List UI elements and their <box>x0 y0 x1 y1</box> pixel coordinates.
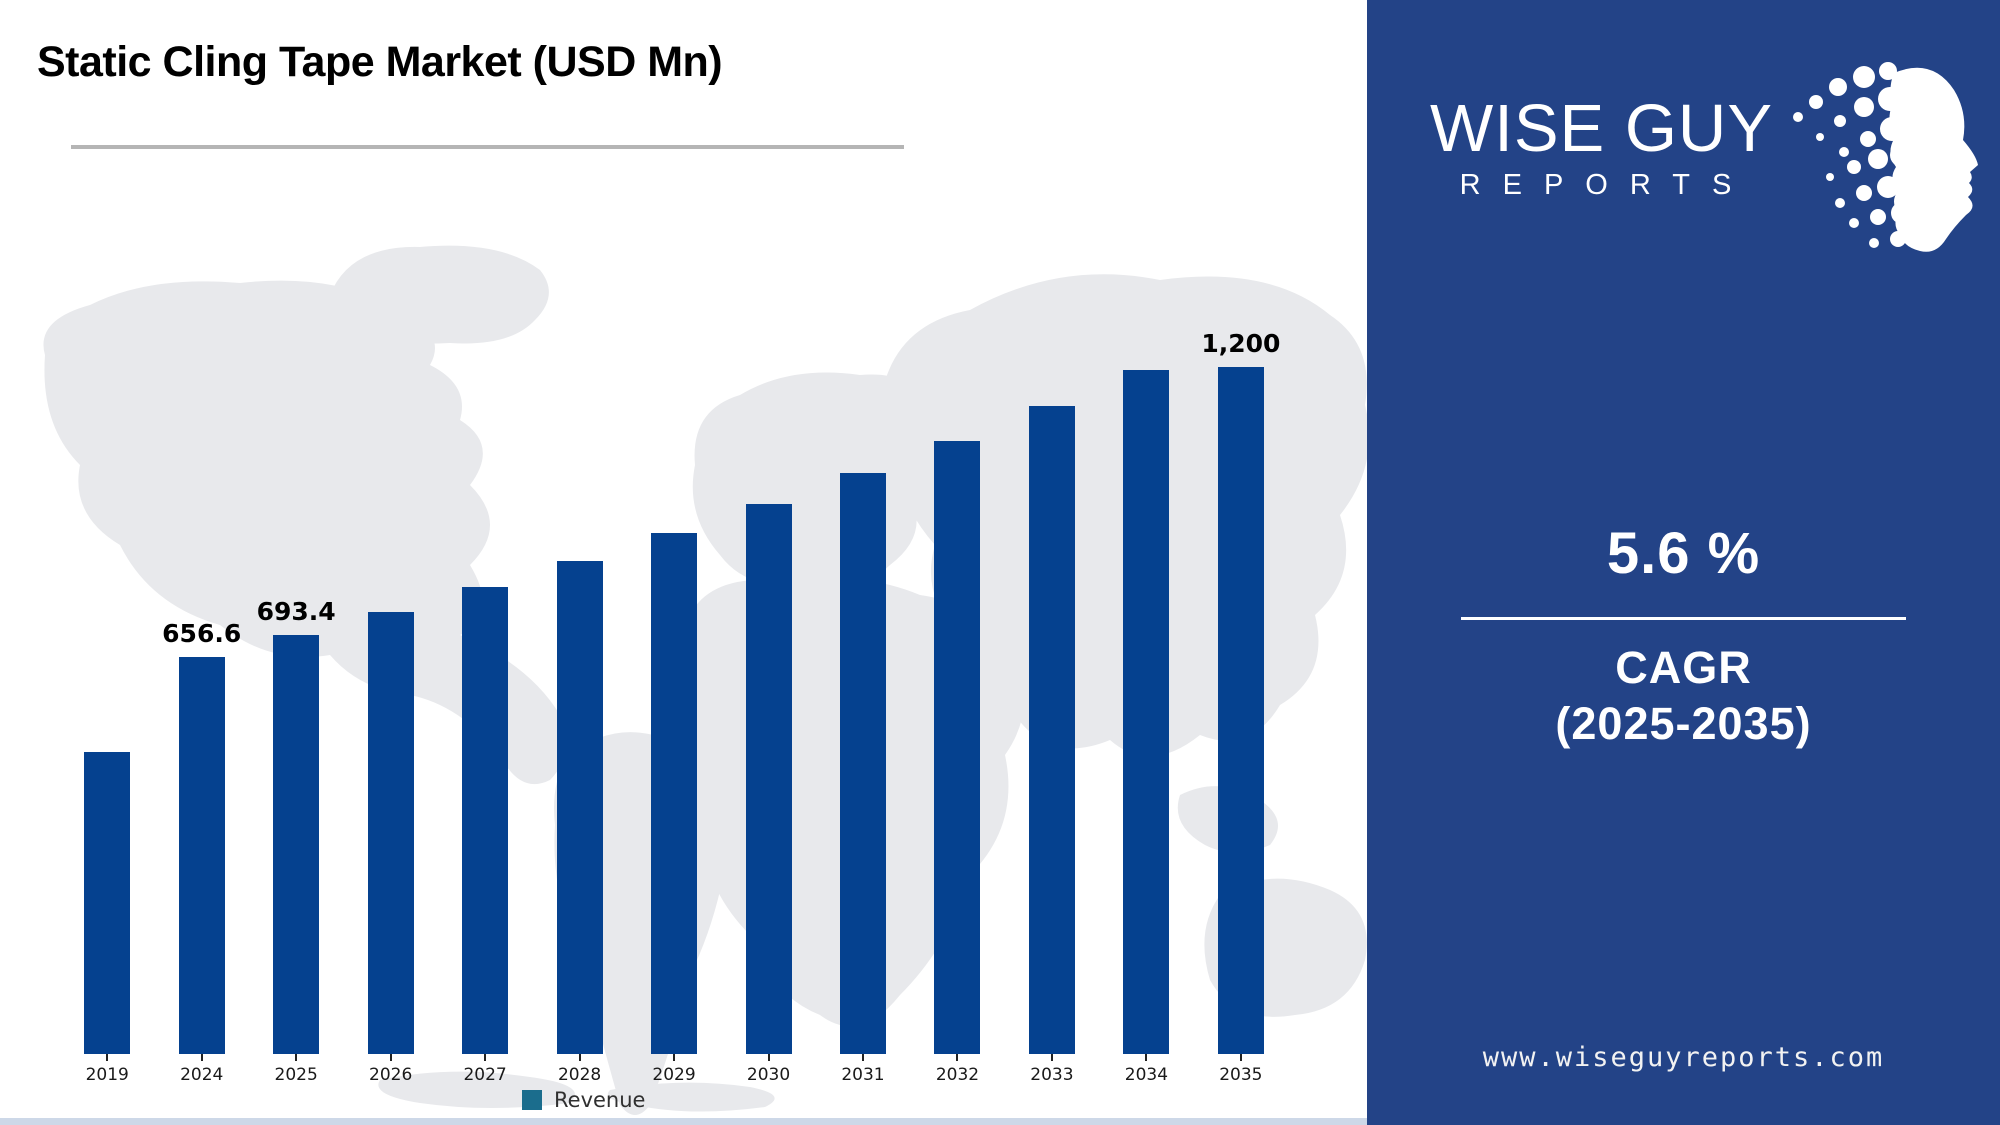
bar-2032 <box>934 441 981 1054</box>
legend-swatch <box>522 1090 542 1110</box>
x-axis-label: 2033 <box>1030 1065 1074 1085</box>
bar-column-2033 <box>1005 329 1099 1054</box>
x-axis: 2019 2024 2025 2026 2027 2028 2029 2030 2031 2032… <box>60 1054 1288 1100</box>
x-axis-label: 2027 <box>463 1065 507 1085</box>
x-axis-label: 2028 <box>557 1065 602 1085</box>
x-axis-tick <box>578 1054 581 1061</box>
x-axis-tick <box>389 1054 392 1061</box>
x-axis-label: 2035 <box>1219 1065 1263 1085</box>
x-axis-label: 2029 <box>652 1065 696 1085</box>
bar-column-2034 <box>1099 329 1193 1054</box>
bar-column-2031 <box>816 329 910 1054</box>
bar-column-2035: 1,200 <box>1194 329 1288 1054</box>
x-axis-label: 2032 <box>935 1065 980 1085</box>
x-axis-tick <box>484 1054 487 1061</box>
logo-wordmark: WISE GUY <box>1429 91 1774 166</box>
bar-2030 <box>745 504 792 1054</box>
x-axis-tick <box>673 1054 676 1061</box>
website-url: www.wiseguyreports.com <box>1482 1042 1885 1073</box>
cagr-value: 5.6 % <box>1606 521 1761 586</box>
x-axis-slot-2028: 2028 <box>532 1054 626 1100</box>
bar-2033 <box>1028 406 1075 1054</box>
x-axis-tick <box>1050 1054 1053 1061</box>
x-axis-tick <box>1239 1054 1242 1061</box>
bar-2028 <box>556 561 603 1054</box>
x-axis-tick <box>767 1054 770 1061</box>
chart-area: Static Cling Tape Market (USD Mn) <box>0 38 1367 1125</box>
cagr-divider <box>1461 617 1906 620</box>
x-axis-tick <box>200 1054 203 1061</box>
x-axis-tick <box>861 1054 864 1061</box>
x-axis-slot-2034: 2034 <box>1099 1054 1193 1100</box>
bar-column-2025: 693.4 <box>249 329 343 1054</box>
title-divider <box>71 145 904 149</box>
wise-guy-reports-logo: WISE GUY REPORTS <box>1367 50 2000 270</box>
brand-panel: WISE GUY REPORTS <box>1367 0 2000 1125</box>
x-axis-slot-2032: 2032 <box>910 1054 1004 1100</box>
x-axis-slot-2027: 2027 <box>438 1054 532 1100</box>
cagr-block: 5.6 % CAGR (2025-2035) <box>1367 520 2000 750</box>
x-axis-slot-2031: 2031 <box>816 1054 910 1100</box>
bar-2027 <box>462 587 509 1054</box>
x-axis-label: 2034 <box>1124 1065 1169 1085</box>
cagr-period: (2025-2035) <box>1555 698 1812 749</box>
x-axis-slot-2026: 2026 <box>343 1054 437 1100</box>
x-axis-label: 2024 <box>180 1065 224 1085</box>
x-axis-tick <box>956 1054 959 1061</box>
bar-column-2024: 656.6 <box>154 329 248 1054</box>
x-axis-slot-2035: 2035 <box>1194 1054 1288 1100</box>
bar-column-2029 <box>627 329 721 1054</box>
bar-2024 <box>178 657 225 1054</box>
bar-2026 <box>367 612 414 1054</box>
bar-column-2026 <box>343 329 437 1054</box>
bar-column-2032 <box>910 329 1004 1054</box>
bar-column-2019 <box>60 329 154 1054</box>
dotted-head-icon <box>1793 62 1978 252</box>
x-axis-tick <box>295 1054 298 1061</box>
bar-series: 656.6 693.4 1,200 <box>60 329 1288 1054</box>
x-axis-slot-2024: 2024 <box>154 1054 248 1100</box>
x-axis-label: 2025 <box>274 1065 318 1085</box>
bar-value-label: 656.6 <box>162 619 242 648</box>
bar-2035 <box>1217 367 1264 1054</box>
bottom-strip <box>0 1118 1367 1125</box>
x-axis-label: 2019 <box>85 1065 129 1085</box>
logo-subtitle: REPORTS <box>1459 169 1754 201</box>
bar-column-2027 <box>438 329 532 1054</box>
bar-2019 <box>84 752 131 1054</box>
legend: Revenue <box>522 1088 645 1112</box>
bar-2025 <box>273 635 320 1054</box>
bar-column-2028 <box>532 329 626 1054</box>
chart-title: Static Cling Tape Market (USD Mn) <box>37 38 723 86</box>
bar-2029 <box>651 533 698 1054</box>
x-axis-tick <box>1145 1054 1148 1061</box>
x-axis-slot-2019: 2019 <box>60 1054 154 1100</box>
x-axis-label: 2030 <box>746 1065 791 1085</box>
x-axis-slot-2033: 2033 <box>1005 1054 1099 1100</box>
bar-2031 <box>839 473 886 1054</box>
x-axis-slot-2030: 2030 <box>721 1054 815 1100</box>
bar-value-label: 1,200 <box>1201 329 1281 358</box>
cagr-label: CAGR <box>1615 642 1752 693</box>
x-axis-tick <box>106 1054 109 1061</box>
logo-text: WISE GUY REPORTS <box>1429 90 1774 202</box>
x-axis-label: 2026 <box>369 1065 413 1085</box>
bar-2034 <box>1123 370 1170 1054</box>
x-axis-label: 2031 <box>841 1065 885 1085</box>
x-axis-slot-2029: 2029 <box>627 1054 721 1100</box>
legend-label: Revenue <box>554 1088 646 1112</box>
bar-value-label: 693.4 <box>256 597 336 626</box>
x-axis-slot-2025: 2025 <box>249 1054 343 1100</box>
bar-column-2030 <box>721 329 815 1054</box>
